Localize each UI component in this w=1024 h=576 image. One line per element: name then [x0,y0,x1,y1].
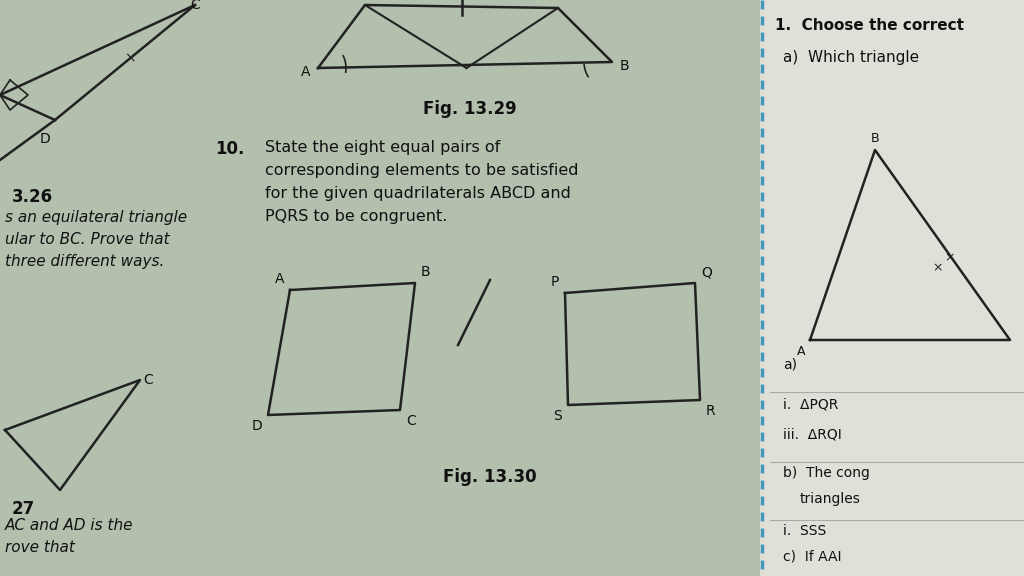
Text: State the eight equal pairs of: State the eight equal pairs of [265,140,501,155]
Text: A: A [274,272,284,286]
Bar [0,0,760,576]
Text: a)  Which triangle: a) Which triangle [783,50,920,65]
Text: B: B [620,59,630,73]
Text: PQRS to be congruent.: PQRS to be congruent. [265,209,447,224]
Text: ular to BC. Prove that: ular to BC. Prove that [5,232,170,247]
Text: 3.26: 3.26 [12,188,53,206]
Text: b)  The cong: b) The cong [783,466,869,480]
Text: B: B [421,265,431,279]
Text: B: B [870,132,880,145]
Text: P: P [551,275,559,289]
Text: C: C [406,414,416,428]
Text: A: A [797,345,805,358]
Text: C: C [190,0,200,12]
Text: Q: Q [701,265,712,279]
Text: R: R [706,404,716,418]
Text: D: D [40,132,50,146]
Text: a): a) [783,358,797,372]
Text: S: S [553,409,562,423]
Text: three different ways.: three different ways. [5,254,165,269]
Text: 1.  Choose the correct: 1. Choose the correct [775,18,964,33]
Text: Fig. 13.29: Fig. 13.29 [423,100,517,118]
Text: AC and AD is the: AC and AD is the [5,518,133,533]
Text: ×: × [124,51,136,65]
Text: corresponding elements to be satisfied: corresponding elements to be satisfied [265,163,579,178]
Text: ×: × [945,252,955,264]
Text: rove that: rove that [5,540,75,555]
Text: s an equilateral triangle: s an equilateral triangle [5,210,187,225]
Bar [760,0,1024,576]
Text: D: D [251,419,262,433]
Text: 27: 27 [12,500,35,518]
Text: 10.: 10. [215,140,245,158]
Text: i.  ΔPQR: i. ΔPQR [783,398,839,412]
Text: iii.  ΔRQI: iii. ΔRQI [783,428,842,442]
Text: for the given quadrilaterals ABCD and: for the given quadrilaterals ABCD and [265,186,570,201]
Text: triangles: triangles [800,492,861,506]
Text: C: C [143,373,153,387]
Text: A: A [300,65,310,79]
Text: i.  SSS: i. SSS [783,524,826,538]
Text: Fig. 13.30: Fig. 13.30 [443,468,537,486]
Text: ×: × [933,262,943,275]
Text: c)  If AAI: c) If AAI [783,550,842,564]
